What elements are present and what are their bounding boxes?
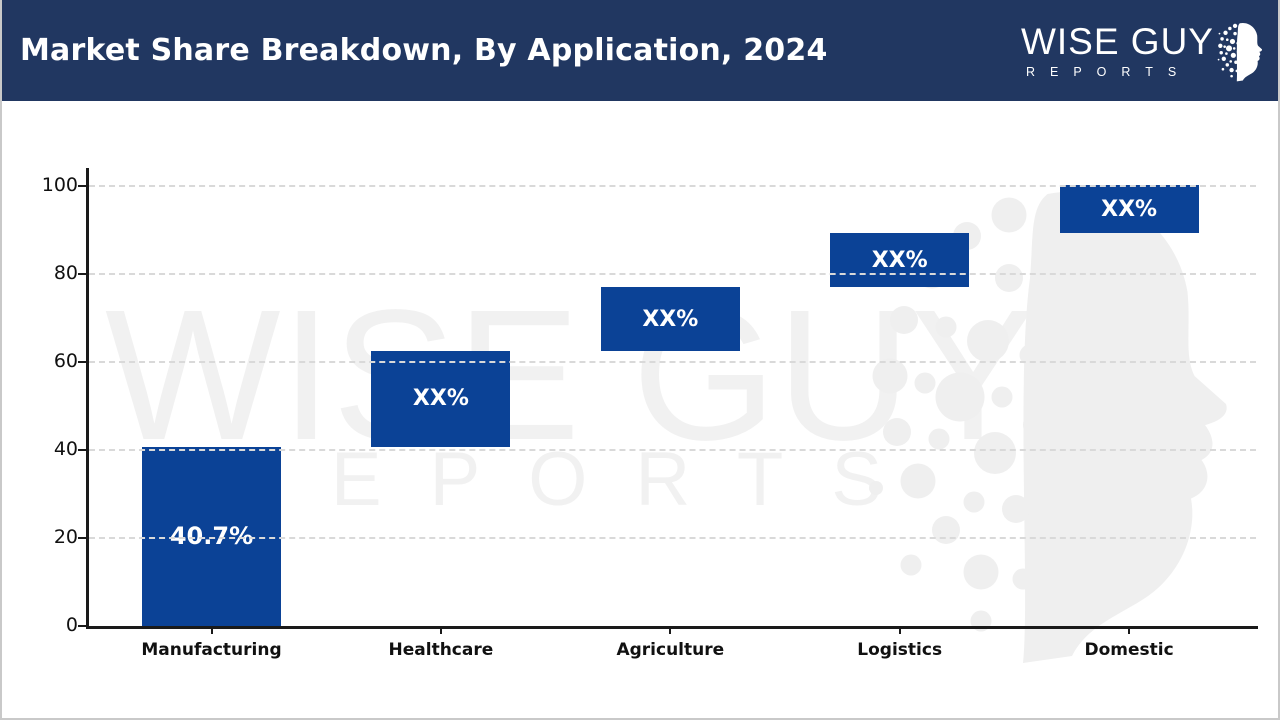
y-axis-tick-mark [78,361,86,363]
x-axis-tick-mark [439,626,442,634]
y-axis-tick-label: 20 [53,526,78,548]
bar-value-label: XX% [642,306,699,332]
y-axis-tick-label: 60 [53,350,78,372]
x-axis-label: Healthcare [388,640,494,660]
x-axis-tick-mark [898,626,901,634]
gridline-20 [89,537,1256,539]
logo-reports-label: REPORTS [1025,64,1192,79]
chart-title: Market Share Breakdown, By Application, … [20,33,828,68]
bar-domestic: XX% [1059,185,1199,234]
bar-value-label: XX% [412,386,469,412]
x-axis-label: Logistics [857,640,943,660]
x-axis-label: Manufacturing [141,640,282,660]
x-axis-line [86,626,1258,629]
header-bar: Market Share Breakdown, By Application, … [0,0,1280,101]
y-axis-tick-mark [78,625,86,627]
bar-value-label: XX% [871,247,928,273]
bar-value-label: 40.7% [169,522,254,551]
x-axis-tick-mark [210,626,213,634]
x-axis-label: Agriculture [616,640,725,660]
bar-value-label: XX% [1101,196,1158,222]
x-axis-tick-mark [669,626,672,634]
gridline-80 [89,273,1256,275]
logo-wise-guy-label: WISE GUY [1020,20,1214,62]
y-axis-tick-mark [78,449,86,451]
x-axis-tick-mark [1128,626,1131,634]
y-axis-tick-label: 100 [41,174,78,196]
bar-logistics: XX% [830,233,970,288]
dotted-profile-face-icon [1217,22,1263,81]
x-axis-label: Domestic [1084,640,1174,660]
y-axis-tick-mark [78,537,86,539]
bar-healthcare: XX% [371,351,511,447]
gridline-40 [89,449,1256,451]
y-axis-tick-mark [78,273,86,275]
y-axis-tick-label: 0 [65,614,78,636]
y-axis-tick-label: 40 [53,438,78,460]
logo-text: WISE GUY REPORTS [1021,23,1214,79]
bar-agriculture: XX% [600,287,740,351]
watermark-text-reports: REPORTS [228,437,931,522]
gridline-100 [89,185,1256,187]
bar-manufacturing: 40.7% [142,446,281,626]
y-axis-line [86,168,89,628]
y-axis-tick-label: 80 [53,262,78,284]
y-axis-tick-mark [78,185,86,187]
wise-guy-reports-logo: WISE GUY REPORTS [1021,8,1268,93]
gridline-60 [89,361,1256,363]
